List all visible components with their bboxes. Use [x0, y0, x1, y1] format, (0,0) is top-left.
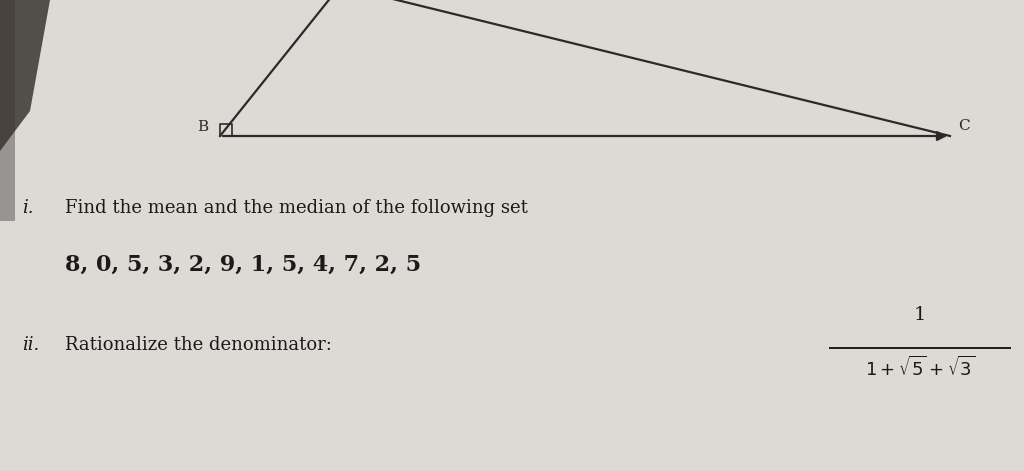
- Polygon shape: [0, 0, 15, 221]
- Text: 8, 0, 5, 3, 2, 9, 1, 5, 4, 7, 2, 5: 8, 0, 5, 3, 2, 9, 1, 5, 4, 7, 2, 5: [65, 254, 421, 276]
- Text: i.: i.: [22, 199, 34, 217]
- Text: C: C: [958, 119, 970, 133]
- Text: B: B: [197, 120, 208, 134]
- Text: Rationalize the denominator:: Rationalize the denominator:: [65, 336, 332, 354]
- Text: ii.: ii.: [22, 336, 39, 354]
- Polygon shape: [0, 0, 50, 151]
- Text: $1+\sqrt{5}+\sqrt{3}$: $1+\sqrt{5}+\sqrt{3}$: [865, 356, 975, 380]
- Text: 1: 1: [913, 306, 926, 324]
- Text: Find the mean and the median of the following set: Find the mean and the median of the foll…: [65, 199, 528, 217]
